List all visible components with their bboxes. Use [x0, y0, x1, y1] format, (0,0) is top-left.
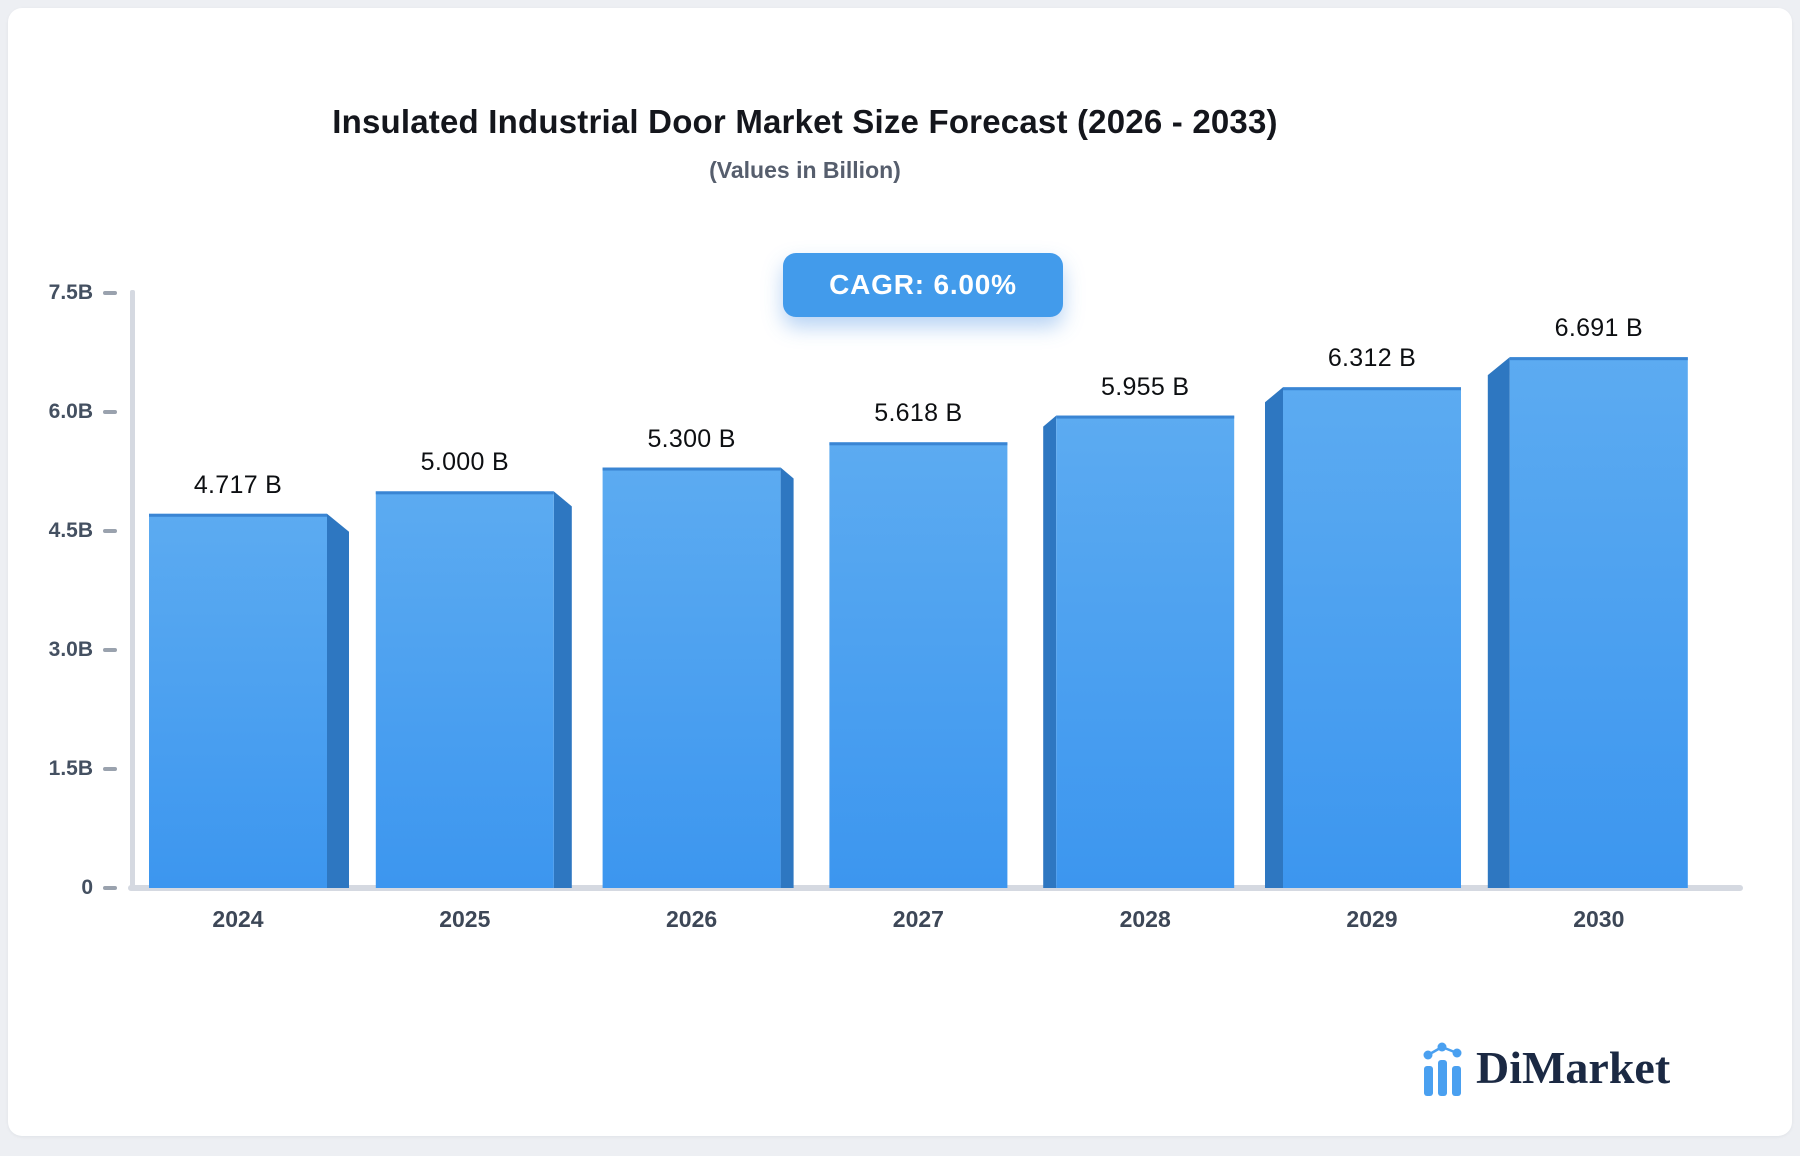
y-tick-mark	[103, 648, 117, 652]
y-tick-mark	[103, 291, 117, 295]
bar-side-face	[1043, 415, 1057, 888]
bar-value-label: 5.000 B	[420, 448, 509, 477]
dimarket-logo[interactable]: DiMarket	[1420, 1040, 1670, 1096]
bar-line-chart-icon	[1423, 1042, 1462, 1096]
bar-top-edge	[375, 491, 554, 495]
y-tick-mark	[103, 886, 117, 890]
bar-front-face	[1056, 415, 1235, 888]
x-tick-label: 2024	[212, 906, 264, 932]
bar-front-face	[149, 513, 327, 888]
bar-top-edge	[1056, 415, 1235, 419]
bar-front-face	[1283, 387, 1461, 888]
bar-top-edge	[149, 513, 327, 517]
bar-2026[interactable]	[602, 467, 794, 888]
bar-value-label: 6.312 B	[1327, 344, 1417, 373]
x-tick-label: 2029	[1346, 906, 1398, 932]
y-tick-label: 4.5B	[48, 519, 93, 542]
y-tick-mark	[103, 529, 117, 533]
x-tick-label: 2027	[892, 906, 944, 932]
bar-value-label: 5.955 B	[1101, 372, 1190, 401]
bar-side-face	[1265, 387, 1283, 888]
y-tick-label: 0	[81, 876, 93, 899]
bar-2030[interactable]	[1487, 357, 1688, 888]
y-tick-mark	[103, 767, 117, 771]
bar-side-face	[1487, 357, 1510, 888]
bar-2029[interactable]	[1265, 387, 1461, 888]
x-tick-label: 2028	[1119, 906, 1171, 932]
bar-value-label: 5.618 B	[874, 399, 963, 428]
bar-top-edge	[1283, 387, 1461, 391]
y-tick-label: 1.5B	[48, 757, 93, 780]
bar-side-face	[327, 513, 349, 888]
cagr-badge: CAGR: 6.00%	[783, 253, 1063, 317]
chart-canvas	[103, 290, 1743, 891]
bar-top-edge	[1509, 357, 1688, 361]
bar-value-label: 5.300 B	[647, 424, 736, 453]
x-tick-label: 2025	[439, 906, 491, 932]
x-tick-label: 2026	[666, 906, 718, 932]
bar-front-face	[602, 467, 781, 888]
bar-value-label: 6.691 B	[1554, 314, 1643, 343]
y-tick-label: 7.5B	[48, 281, 93, 304]
chart-title: Insulated Industrial Door Market Size Fo…	[332, 103, 1278, 140]
bar-top-edge	[829, 442, 1008, 446]
bar-side-face	[780, 467, 794, 888]
bar-front-face	[375, 491, 554, 888]
bar-2024[interactable]	[149, 513, 349, 888]
bar-side-face	[553, 491, 572, 888]
x-tick-label: 2030	[1573, 906, 1625, 932]
y-axis-line	[130, 290, 135, 891]
bar-2028[interactable]	[1043, 415, 1235, 888]
chart-subtitle: (Values in Billion)	[709, 157, 901, 183]
bar-chart: 0 1.5B 3.0B 4.5B 6.0B 7.5B 4.717 B 2024 5.000 B 2…	[8, 8, 1792, 1136]
logo-text: DiMarket	[1476, 1042, 1671, 1093]
y-tick-label: 6.0B	[48, 400, 93, 423]
chart-card: Insulated Industrial Door Market Size Fo…	[8, 8, 1792, 1136]
bar-2027[interactable]	[829, 442, 1008, 888]
bar-top-edge	[602, 467, 781, 471]
bar-front-face	[829, 442, 1008, 888]
bar-value-label: 4.717 B	[193, 470, 283, 499]
bar-front-face	[1509, 357, 1688, 888]
y-tick-label: 3.0B	[48, 638, 93, 661]
bar-2025[interactable]	[375, 491, 572, 888]
y-tick-mark	[103, 410, 117, 414]
